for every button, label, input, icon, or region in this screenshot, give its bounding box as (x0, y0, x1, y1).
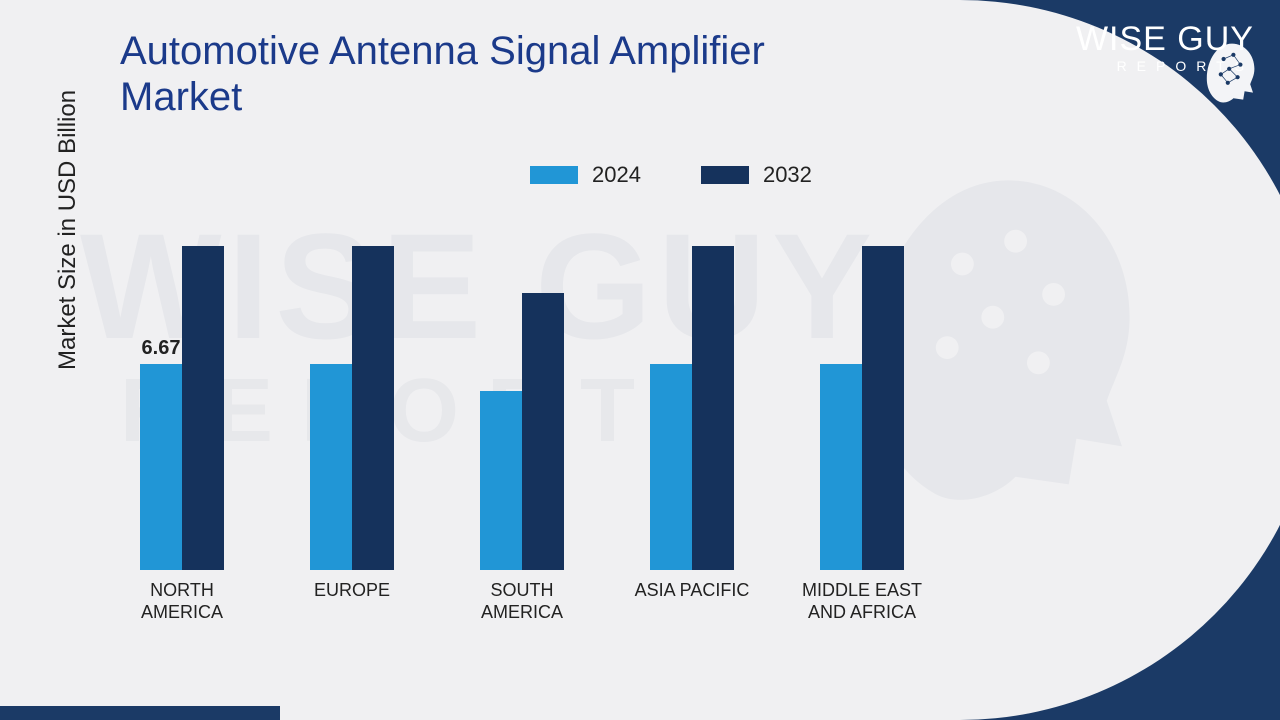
legend-label: 2032 (763, 162, 812, 188)
legend-item: 2032 (701, 162, 812, 188)
bar-group: ASIA PACIFIC (650, 246, 734, 570)
category-label: MIDDLE EAST AND AFRICA (792, 580, 932, 623)
plot-area: 6.67NORTH AMERICA EUROPE SOUTH AMERICA ASIA… (100, 200, 960, 570)
category-label: EUROPE (282, 580, 422, 602)
bar-group: 6.67NORTH AMERICA (140, 246, 224, 570)
bar (310, 364, 352, 570)
bar (480, 391, 522, 570)
bar (862, 246, 904, 570)
bar (522, 293, 564, 571)
legend-label: 2024 (592, 162, 641, 188)
bar-value-label: 6.67 (142, 337, 181, 360)
chart-title: Automotive Antenna Signal Amplifier Mark… (120, 28, 880, 120)
category-label: ASIA PACIFIC (622, 580, 762, 602)
logo-head-icon (1190, 38, 1260, 108)
legend-swatch (701, 166, 749, 184)
bar (820, 364, 862, 570)
legend: 2024 2032 (530, 162, 812, 188)
bar-group: SOUTH AMERICA (480, 293, 564, 571)
bar-group: MIDDLE EAST AND AFRICA (820, 246, 904, 570)
category-label: SOUTH AMERICA (452, 580, 592, 623)
y-axis-label: Market Size in USD Billion (54, 90, 82, 370)
bar (650, 364, 692, 570)
bar (352, 246, 394, 570)
bottom-accent-bar (0, 706, 280, 720)
chart-canvas: WISE GUY REPORTS Automotive Antenna Sign… (0, 0, 1280, 720)
legend-swatch (530, 166, 578, 184)
bar (692, 246, 734, 570)
bar-group: EUROPE (310, 246, 394, 570)
category-label: NORTH AMERICA (112, 580, 252, 623)
legend-item: 2024 (530, 162, 641, 188)
brand-logo: WISE GUY REPORTS (1076, 22, 1254, 74)
bar: 6.67 (140, 364, 182, 570)
bar (182, 246, 224, 570)
